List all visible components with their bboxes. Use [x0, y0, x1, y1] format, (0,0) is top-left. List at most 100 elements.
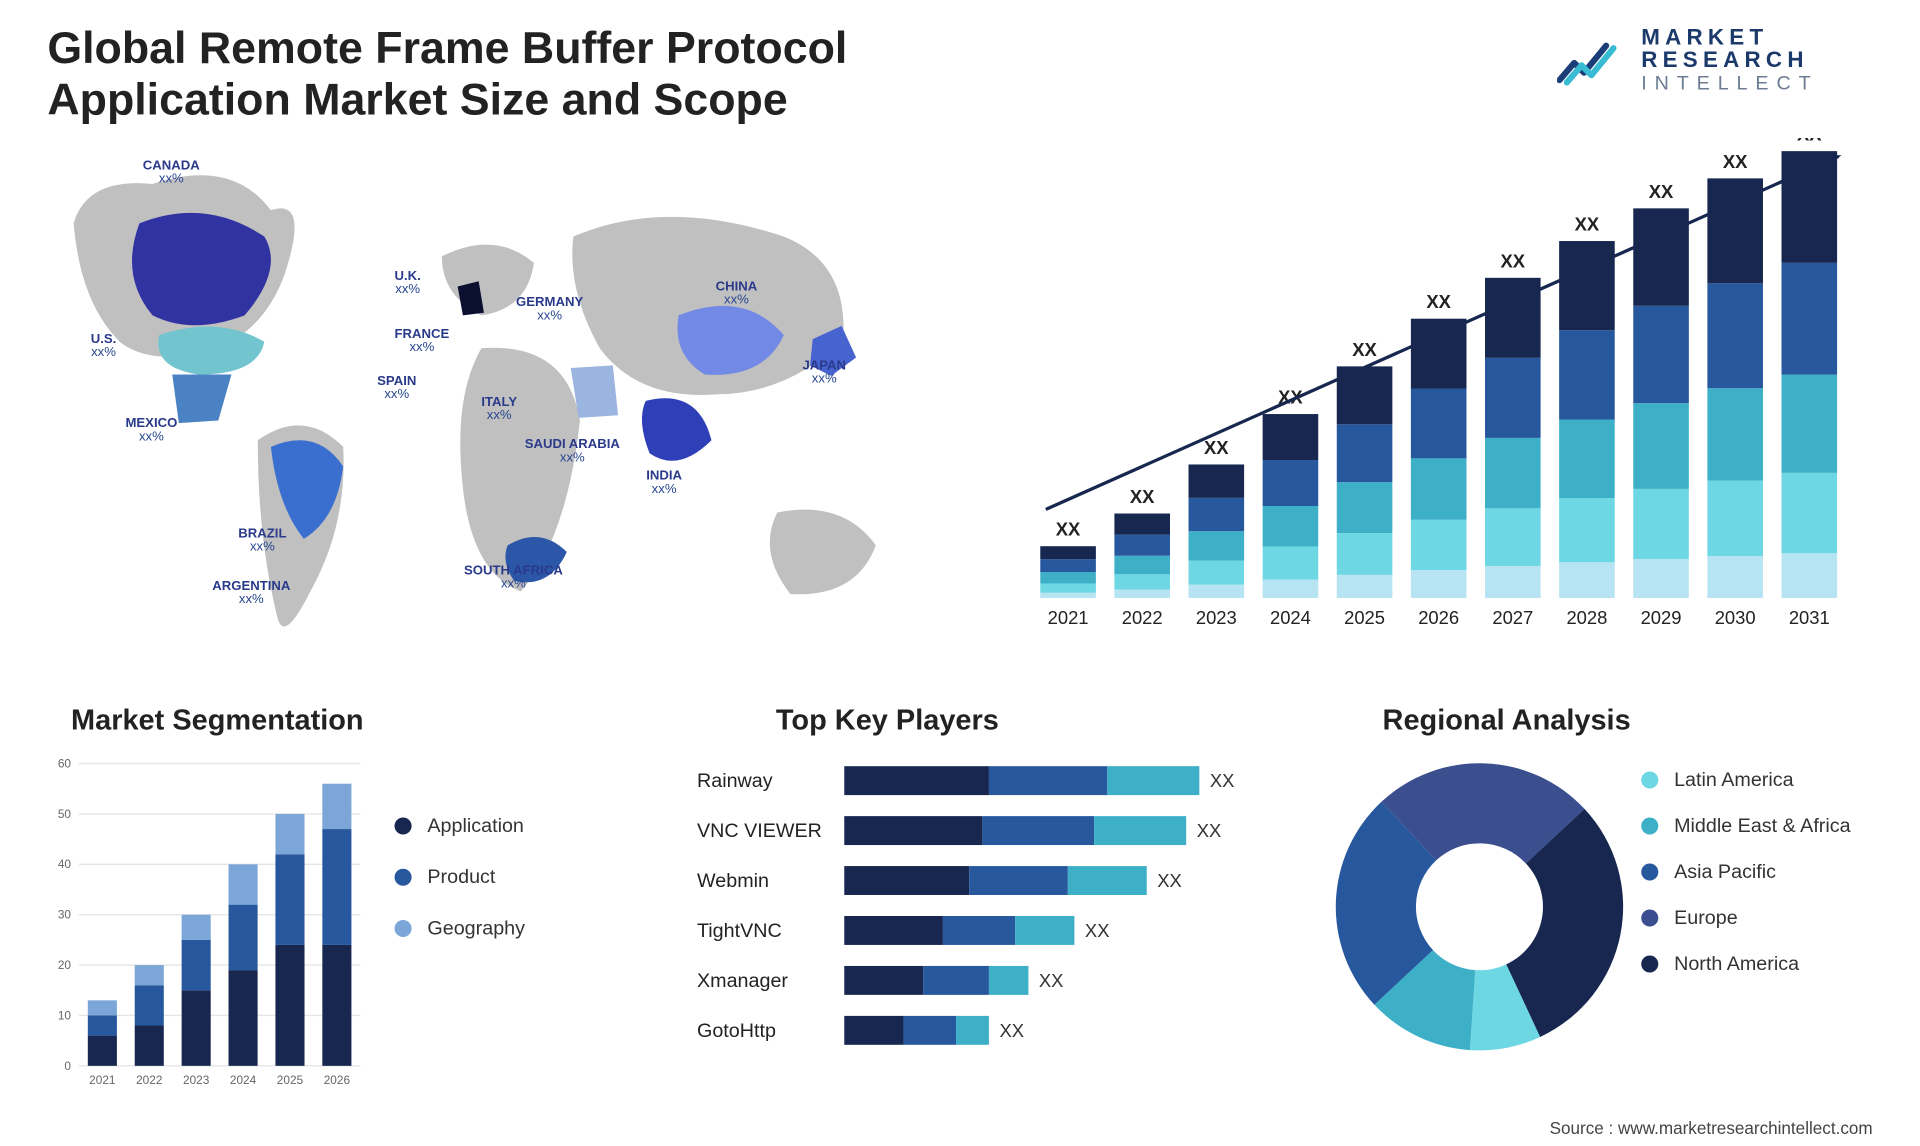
bar-segment [1781, 375, 1837, 473]
map-label: CHINAxx% [716, 281, 758, 307]
bar-year: 2021 [1048, 607, 1089, 628]
bar-segment [1040, 572, 1096, 583]
bar-year: 2024 [1270, 607, 1311, 628]
bar-value: XX [1649, 181, 1674, 202]
seg-bar [229, 970, 258, 1066]
map-label: U.K.xx% [395, 271, 421, 297]
player-value: XX [1210, 770, 1235, 791]
bar-value: XX [1426, 291, 1451, 312]
player-bar [844, 866, 1146, 895]
seg-year: 2021 [89, 1073, 115, 1087]
bar-segment [1485, 278, 1541, 358]
bar-segment [1337, 424, 1393, 482]
map-label: BRAZILxx% [238, 528, 286, 554]
player-name: Rainway [697, 769, 844, 791]
player-row: TightVNCXX [697, 912, 1302, 949]
bar-segment [1485, 358, 1541, 438]
bar-segment [1189, 561, 1245, 585]
bar-segment [1559, 420, 1615, 499]
segmentation-legend: Application Product Geography [395, 815, 525, 969]
legend-item: Europe [1641, 907, 1850, 929]
seg-bar [88, 1000, 117, 1015]
legend-label: Latin America [1674, 769, 1794, 791]
player-bar-seg [989, 766, 1107, 795]
bar-segment [1189, 585, 1245, 598]
player-bar-seg [943, 916, 1015, 945]
bar-segment [1337, 482, 1393, 533]
map-label: INDIAxx% [646, 470, 682, 496]
bar-segment [1337, 575, 1393, 598]
bar-segment [1040, 546, 1096, 559]
player-bar-seg [969, 866, 1068, 895]
legend-label: Application [427, 815, 524, 837]
logo-text-3: INTELLECT [1641, 73, 1818, 95]
seg-bar [135, 965, 164, 985]
y-tick: 60 [58, 757, 72, 771]
y-tick: 0 [64, 1059, 71, 1073]
seg-year: 2023 [183, 1073, 210, 1087]
bar-segment [1707, 556, 1763, 598]
bar-segment [1040, 593, 1096, 598]
bar-value: XX [1130, 486, 1155, 507]
player-bar [844, 816, 1186, 845]
player-bar-seg [1068, 866, 1147, 895]
map-label: SPAINxx% [377, 376, 416, 402]
player-bar [844, 1016, 989, 1045]
y-tick: 50 [58, 807, 72, 821]
player-bar-seg [844, 1016, 903, 1045]
bar-value: XX [1056, 519, 1081, 540]
player-bar-seg [956, 1016, 989, 1045]
player-bar [844, 916, 1074, 945]
legend-item: North America [1641, 953, 1850, 975]
bar-value: XX [1723, 151, 1748, 172]
bar-segment [1263, 580, 1319, 598]
legend-swatch [1641, 771, 1658, 788]
bar-segment [1114, 514, 1170, 535]
player-value: XX [1039, 970, 1064, 991]
legend-swatch [1641, 863, 1658, 880]
legend-swatch [1641, 955, 1658, 972]
seg-bar [88, 1015, 117, 1035]
player-value: XX [1197, 820, 1222, 841]
seg-bar [322, 829, 351, 945]
legend-item: Middle East & Africa [1641, 815, 1850, 837]
legend-item: Product [395, 866, 525, 888]
seg-bar [182, 915, 211, 940]
player-bar-seg [923, 966, 989, 995]
seg-bar [275, 854, 304, 945]
seg-bar [135, 1026, 164, 1066]
regional-donut [1328, 756, 1630, 1058]
player-bar-seg [844, 916, 943, 945]
bar-year: 2031 [1789, 607, 1830, 628]
seg-bar [322, 784, 351, 829]
bar-year: 2028 [1566, 607, 1607, 628]
map-label: GERMANYxx% [516, 297, 583, 323]
logo-mark-icon [1557, 34, 1631, 87]
seg-bar [322, 945, 351, 1066]
seg-year: 2025 [277, 1073, 304, 1087]
player-bar-seg [844, 966, 923, 995]
legend-label: Geography [427, 917, 525, 939]
seg-bar [229, 864, 258, 904]
bar-segment [1337, 533, 1393, 575]
bar-segment [1411, 570, 1467, 598]
bar-segment [1263, 506, 1319, 546]
legend-item: Geography [395, 917, 525, 939]
bar-value: XX [1575, 214, 1600, 235]
map-landmass [74, 175, 876, 626]
legend-label: Europe [1674, 907, 1738, 929]
player-bar-seg [844, 766, 989, 795]
player-row: VNC VIEWERXX [697, 812, 1302, 849]
map-label: FRANCExx% [395, 329, 450, 355]
bar-value: XX [1204, 437, 1229, 458]
players-title: Top Key Players [776, 703, 999, 737]
seg-bar [182, 990, 211, 1066]
bar-segment [1559, 498, 1615, 562]
bar-year: 2023 [1196, 607, 1237, 628]
segmentation-chart: 0102030405060202120222023202420252026 [39, 756, 368, 1098]
seg-year: 2022 [136, 1073, 162, 1087]
market-size-chart: XX2021XX2022XX2023XX2024XX2025XX2026XX20… [1005, 138, 1873, 651]
bar-year: 2026 [1418, 607, 1459, 628]
player-bar-seg [1094, 816, 1186, 845]
bar-year: 2030 [1715, 607, 1756, 628]
